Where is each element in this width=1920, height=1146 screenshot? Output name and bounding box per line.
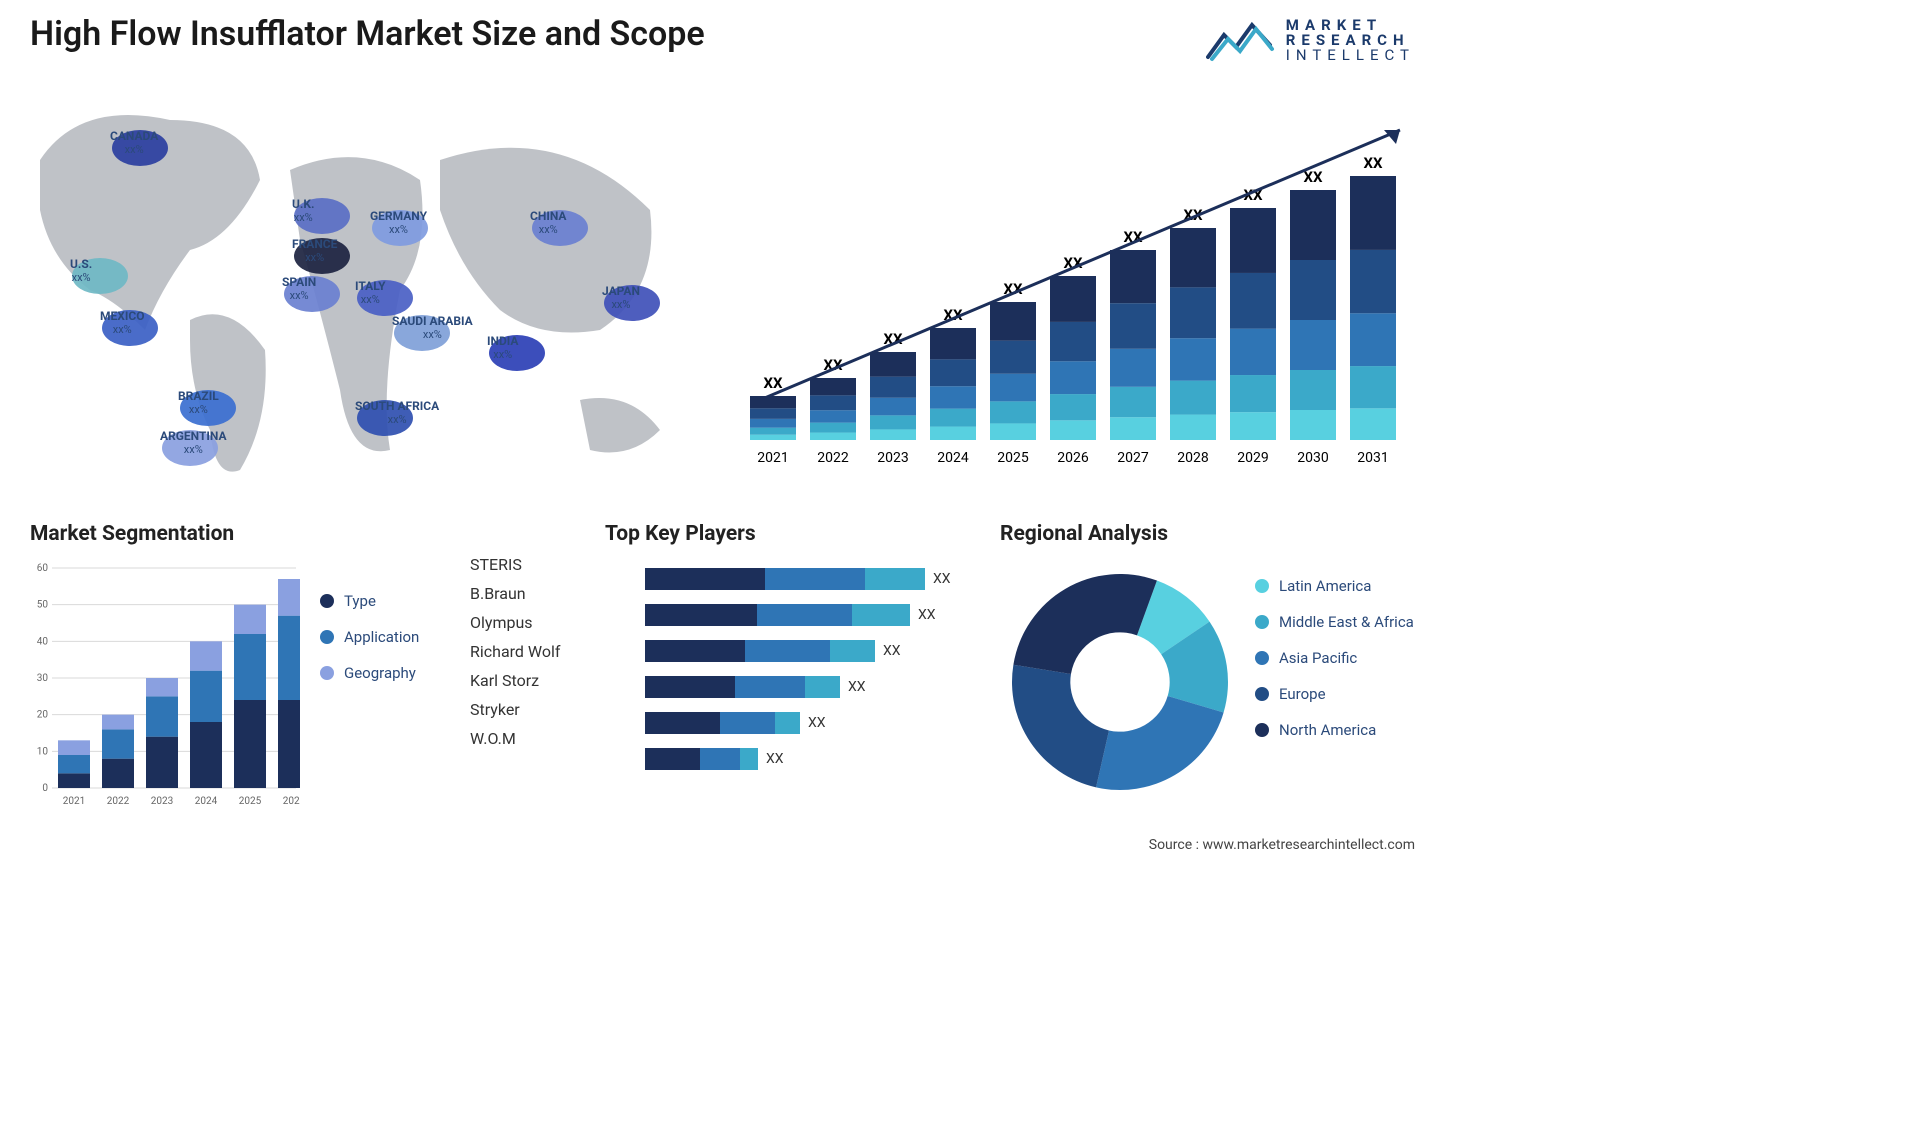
seg-legend-application: Application	[320, 628, 419, 646]
svg-text:40: 40	[37, 636, 49, 647]
map-label-india: INDIAxx%	[487, 335, 518, 361]
map-label-mexico: MEXICOxx%	[100, 310, 145, 336]
svg-text:2027: 2027	[1117, 450, 1149, 466]
world-map-panel: CANADAxx% U.S.xx% MEXICOxx% BRAZILxx% ARGENT…	[20, 90, 700, 490]
region-latin-america: Latin America	[1255, 577, 1414, 595]
growth-bar-chart: XX2021XX2022XX2023XX2024XX2025XX2026XX20…	[740, 100, 1420, 480]
svg-text:60: 60	[37, 563, 49, 574]
player-stryker: Stryker	[470, 700, 560, 719]
map-label-japan: JAPANxx%	[602, 285, 640, 311]
map-label-france: FRANCExx%	[292, 238, 337, 264]
players-column: STERIS B.Braun Olympus Richard Wolf Karl Sto…	[470, 555, 560, 748]
svg-text:2025: 2025	[239, 796, 262, 807]
top-players-panel: Top Key Players XXXXXXXXXXXX	[605, 522, 985, 546]
logo-line3: INTELLECT	[1286, 48, 1415, 63]
brand-logo: MARKET RESEARCH INTELLECT	[1206, 18, 1415, 63]
player-b-braun: B.Braun	[470, 584, 560, 603]
map-label-spain: SPAINxx%	[282, 276, 316, 302]
map-label-u-k-: U.K.xx%	[292, 198, 315, 224]
svg-text:2024: 2024	[195, 796, 218, 807]
svg-text:0: 0	[42, 783, 48, 794]
svg-text:2022: 2022	[107, 796, 130, 807]
seg-legend-geography: Geography	[320, 664, 419, 682]
svg-text:2031: 2031	[1357, 450, 1388, 466]
top-player-row: XX	[645, 604, 975, 626]
svg-text:10: 10	[37, 746, 49, 757]
svg-text:30: 30	[37, 673, 49, 684]
regional-donut	[1000, 562, 1240, 802]
map-label-argentina: ARGENTINAxx%	[160, 430, 227, 456]
region-north-america: North America	[1255, 721, 1414, 739]
player-richard-wolf: Richard Wolf	[470, 642, 560, 661]
map-label-germany: GERMANYxx%	[370, 210, 427, 236]
player-w-o-m: W.O.M	[470, 729, 560, 748]
segmentation-legend: Type Application Geography	[320, 592, 419, 682]
regional-title: Regional Analysis	[1000, 522, 1430, 546]
map-label-saudi-arabia: SAUDI ARABIAxx%	[392, 315, 473, 341]
svg-text:2022: 2022	[817, 450, 849, 466]
segmentation-chart: 0 10 20 30 40 50 60 2021 2022 2023 2024 2025 2026	[30, 562, 300, 812]
svg-text:2029: 2029	[1237, 450, 1268, 466]
region-europe: Europe	[1255, 685, 1414, 703]
map-label-canada: CANADAxx%	[110, 130, 158, 156]
svg-text:2021: 2021	[757, 450, 788, 466]
top-players-title: Top Key Players	[605, 522, 985, 546]
region-middle-east-africa: Middle East & Africa	[1255, 613, 1414, 631]
svg-text:2030: 2030	[1297, 450, 1329, 466]
svg-text:50: 50	[37, 600, 49, 611]
regional-legend: Latin America Middle East & Africa Asia Pa…	[1255, 577, 1414, 739]
svg-text:2024: 2024	[937, 450, 969, 466]
svg-text:XX: XX	[763, 374, 783, 392]
top-player-row: XX	[645, 748, 975, 770]
page-title: High Flow Insufflator Market Size and Sc…	[30, 14, 705, 54]
top-players-chart: XX XX XX XX XX XX	[645, 568, 975, 818]
top-player-row: XX	[645, 676, 975, 698]
map-label-brazil: BRAZILxx%	[178, 390, 219, 416]
map-label-china: CHINAxx%	[530, 210, 566, 236]
map-label-u-s-: U.S.xx%	[70, 258, 92, 284]
svg-text:2025: 2025	[997, 450, 1029, 466]
top-player-row: XX	[645, 640, 975, 662]
svg-text:2021: 2021	[63, 796, 85, 807]
svg-text:2026: 2026	[1057, 450, 1089, 466]
svg-text:2028: 2028	[1177, 450, 1209, 466]
svg-text:2023: 2023	[151, 796, 173, 807]
player-olympus: Olympus	[470, 613, 560, 632]
segmentation-title: Market Segmentation	[30, 522, 450, 546]
map-label-italy: ITALYxx%	[355, 280, 386, 306]
svg-text:XX: XX	[1363, 154, 1383, 172]
region-asia-pacific: Asia Pacific	[1255, 649, 1414, 667]
svg-text:2026: 2026	[283, 796, 300, 807]
segmentation-panel: Market Segmentation 01020304050602021202…	[30, 522, 450, 546]
player-karl-storz: Karl Storz	[470, 671, 560, 690]
logo-icon	[1206, 19, 1276, 63]
svg-text:2023: 2023	[877, 450, 908, 466]
seg-legend-type: Type	[320, 592, 419, 610]
svg-text:20: 20	[37, 710, 49, 721]
source-attribution: Source : www.marketresearchintellect.com	[1149, 837, 1415, 853]
top-player-row: XX	[645, 712, 975, 734]
regional-panel: Regional Analysis Latin AmericaMiddle Ea…	[1000, 522, 1430, 546]
player-steris: STERIS	[470, 555, 560, 574]
map-label-south-africa: SOUTH AFRICAxx%	[355, 400, 439, 426]
top-player-row: XX	[645, 568, 975, 590]
